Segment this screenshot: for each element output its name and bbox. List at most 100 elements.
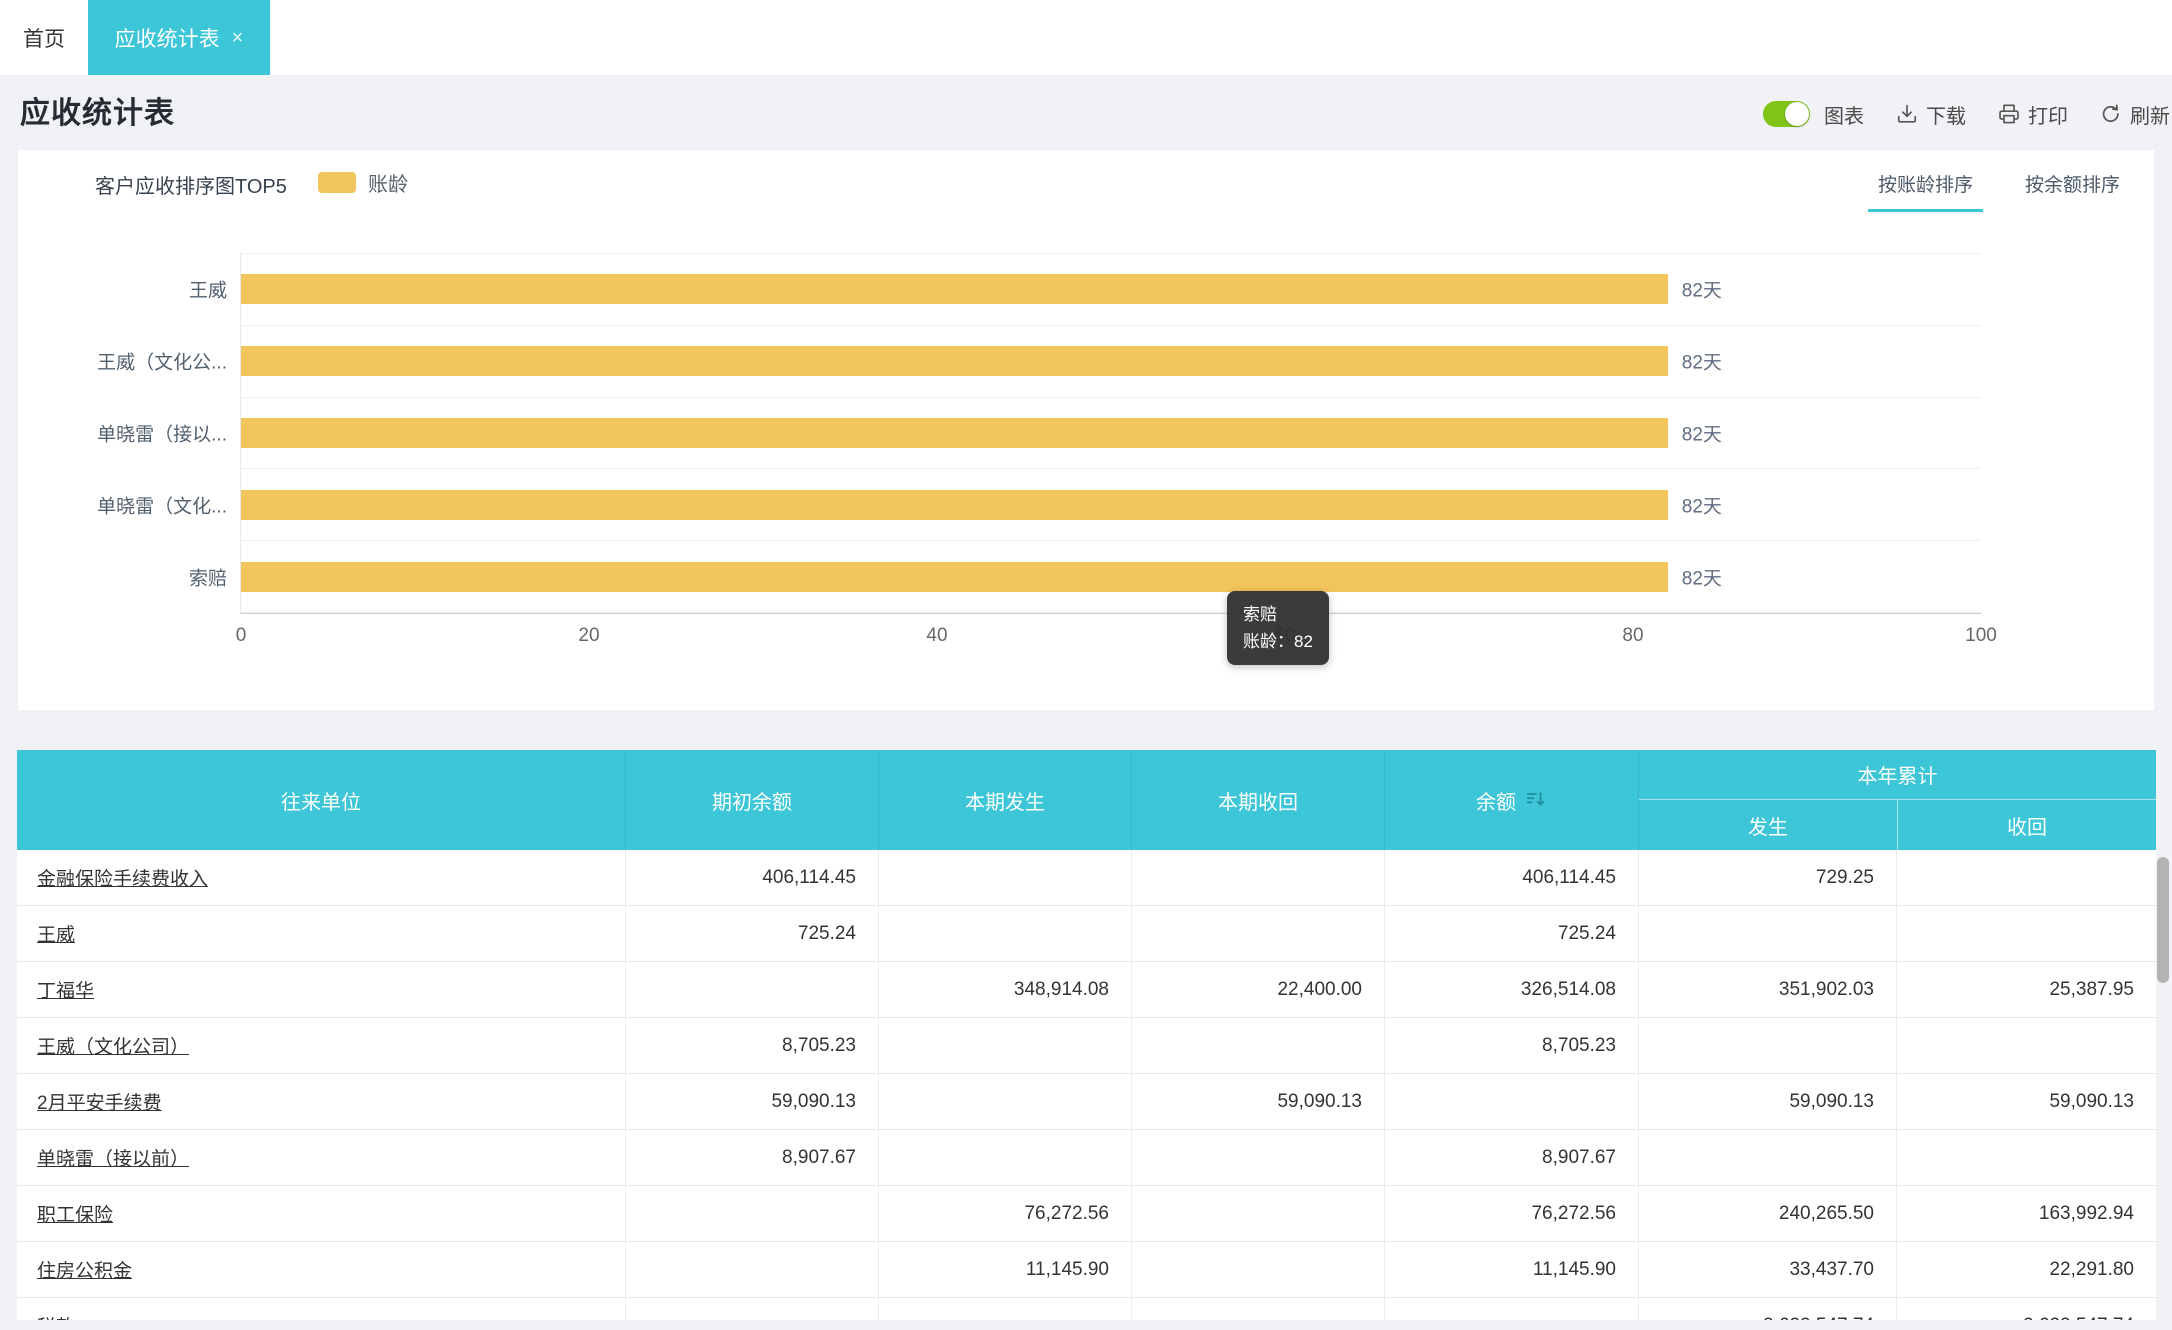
cell-ytd-received [1897,850,2156,905]
table-scrollbar-thumb[interactable] [2157,857,2169,983]
sort-by-age-tab[interactable]: 按账龄排序 [1867,168,1983,212]
cell-current-occurred: 76,272.56 [879,1186,1132,1241]
cell-current-received [1132,1186,1385,1241]
unit-name-link[interactable]: 丁福华 [37,981,95,1002]
col-header-ytd-received: 收回 [1897,800,2156,850]
cell-current-received: 22,400.00 [1132,962,1385,1017]
cell-unit-name: 金融保险手续费收入 [17,850,626,905]
cell-ytd-received: 22,291.80 [2049,1258,2134,1280]
chart-toggle-switch[interactable] [1763,101,1810,127]
table-body: 金融保险手续费收入 406,114.45 406,114.45 729.25 王威 725… [17,850,2156,1320]
cell-unit-name: 王威（文化公司） [17,1018,626,1073]
receivable-table: 往来单位 期初余额 本期发生 本期收回 余额 本年累计 发生 收回 金融保险手续… [17,750,2156,1320]
col-header-current-occurred: 本期发生 [879,750,1132,850]
cell-balance: 11,145.90 [1385,1242,1639,1297]
refresh-label: 刷新 [2130,105,2170,128]
cell-balance: 406,114.45 [1385,850,1639,905]
cell-balance: 326,514.08 [1385,962,1639,1017]
chart-category-label: 王威 [188,280,227,302]
cell-ytd-received: 163,992.94 [2038,1202,2134,1224]
x-axis-tick-label: 40 [926,625,948,646]
toggle-knob [1785,102,1809,126]
chart-bar-value-label: 82天 [1681,280,1722,302]
tab-active-label: 应收统计表 [114,27,220,51]
unit-name-link[interactable]: 税款 [37,1312,75,1320]
chart-sort-tabs: 按账龄排序 按余额排序 [1867,168,2130,212]
unit-name-link[interactable]: 单晓雷（接以前） [37,1149,190,1170]
unit-name-link[interactable]: 职工保险 [37,1205,114,1226]
cell-current-received [1132,906,1385,961]
table-row: 王威 725.24 725.24 [17,906,2156,962]
refresh-button[interactable]: 刷新 [2100,100,2170,129]
cell-unit-name: 住房公积金 [17,1242,626,1297]
cell-ytd-occurred: 2,622,547.74 [1639,1298,1897,1320]
chart-bar[interactable] [241,417,1668,448]
cell-unit-name: 税款 [17,1298,626,1320]
cell-unit-name: 王威 [17,906,626,961]
balance-sort-icon[interactable] [1525,789,1547,811]
table-row: 职工保险 76,272.56 76,272.56 240,265.50 163,992.… [17,1186,2156,1242]
chart-category-band: 单晓雷（接以... 82天 [97,398,1981,470]
tooltip-value: 账龄：82 [1243,632,1313,652]
col-header-opening-balance: 期初余额 [626,750,879,850]
chart-tooltip: 索赔 账龄：82 [1227,591,1329,666]
col-header-current-received: 本期收回 [1132,750,1385,850]
x-axis: 020406080100 [236,613,1997,657]
download-button[interactable]: 下载 [1896,100,1966,129]
table-row: 金融保险手续费收入 406,114.45 406,114.45 729.25 [17,850,2156,906]
cell-opening-balance: 725.24 [626,906,879,961]
sort-by-balance-tab[interactable]: 按余额排序 [2024,175,2120,196]
unit-name-link[interactable]: 住房公积金 [37,1261,133,1282]
unit-name-link[interactable]: 金融保险手续费收入 [37,869,209,890]
cell-ytd-occurred [1639,906,1897,961]
table-header: 往来单位 期初余额 本期发生 本期收回 余额 本年累计 发生 收回 [17,750,2156,850]
chart-bar[interactable] [241,489,1668,520]
cell-ytd-occurred: 33,437.70 [1639,1242,1897,1297]
unit-name-link[interactable]: 2月平安手续费 [37,1093,162,1114]
cell-unit-name: 单晓雷（接以前） [17,1130,626,1185]
cell-current-occurred: 11,145.90 [879,1242,1132,1297]
cell-current-received [1132,1298,1385,1320]
cell-current-received: 59,090.13 [1132,1074,1385,1129]
legend-item-aging[interactable]: 账龄 [318,168,408,197]
cell-ytd-received [1897,1130,2156,1185]
cell-unit-name: 职工保险 [17,1186,626,1241]
cell-balance: 8,907.67 [1385,1130,1639,1185]
chart-bar[interactable] [241,561,1668,592]
chart-category-band: 王威（文化公... 82天 [97,326,1981,398]
chart-bar[interactable] [241,346,1668,377]
cell-ytd-occurred [1639,1130,1897,1185]
tab-bar: 首页 应收统计表 × [0,0,2172,75]
print-button[interactable]: 打印 [1998,100,2068,129]
cell-opening-balance [626,962,879,1017]
tab-home[interactable]: 首页 [0,0,88,75]
table-row: 丁福华 348,914.08 22,400.00 326,514.08 351,902.… [17,962,2156,1018]
download-label: 下载 [1926,105,1966,128]
tab-receivable-stats[interactable]: 应收统计表 × [88,0,270,75]
unit-name-link[interactable]: 王威 [37,925,76,946]
cell-unit-name: 丁福华 [17,962,626,1017]
cell-current-received [1132,1018,1385,1073]
toolbar: 图表 下载 打印 刷新 [1763,94,2170,134]
x-axis-tick-label: 80 [1622,625,1644,646]
cell-ytd-occurred [1639,1018,1897,1073]
cell-current-occurred [879,1018,1132,1073]
x-axis-tick-label: 100 [1965,625,1997,646]
chart-title: 客户应收排序图TOP5 [95,176,287,198]
table-row: 单晓雷（接以前） 8,907.67 8,907.67 [17,1130,2156,1186]
tab-home-label: 首页 [23,27,65,51]
x-axis-tick-label: 0 [235,625,247,646]
cell-balance: 8,705.23 [1385,1018,1639,1073]
chart-bar[interactable] [241,274,1668,305]
legend-swatch [318,172,356,193]
col-header-unit: 往来单位 [17,750,626,850]
cell-ytd-received: 2,622,547.74 [1897,1298,2156,1321]
chart-card: 客户应收排序图TOP5 账龄 按账龄排序 按余额排序 王威 82天王威（文化公..… [18,150,2154,710]
tab-close-icon[interactable]: × [231,26,244,49]
unit-name-link[interactable]: 王威（文化公司） [37,1037,190,1058]
cell-opening-balance [626,1298,879,1320]
cell-current-occurred [879,1298,1132,1320]
cell-current-received [1132,1130,1385,1185]
cell-current-received [1132,850,1385,905]
cell-balance: 725.24 [1385,906,1639,961]
